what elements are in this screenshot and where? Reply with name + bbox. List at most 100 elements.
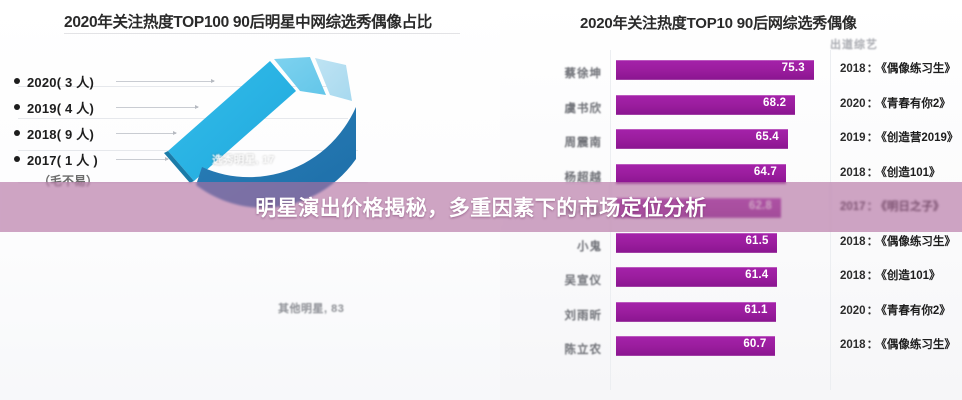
meta-separator: ： [866, 339, 879, 351]
debut-show: 《偶像练习生》 [881, 235, 956, 248]
bar-row-name: 吴宣仪 [564, 275, 602, 288]
bar-fill [616, 129, 788, 149]
bar-value-label: 61.5 [745, 234, 769, 247]
debut-show: 《青春有你2》 [881, 97, 951, 110]
bar-row-meta: 2018： 《创造101》 [840, 164, 941, 180]
bar-track: 60.7 [616, 336, 826, 356]
bar-fill [616, 94, 796, 115]
bar-row-name: 周震南 [564, 137, 602, 150]
bar-row-name: 陈立农 [564, 344, 602, 357]
debut-show: 《创造101》 [881, 270, 941, 282]
bar-value-label: 68.2 [763, 96, 787, 109]
debut-show: 《偶像练习生》 [881, 63, 956, 75]
bar-row: 吴宣仪 61.4 2018： 《创造101》 [500, 263, 962, 298]
legend-label: 2018( 9 人) [27, 126, 95, 142]
other-slice-label: 其他明星, 83 [278, 303, 345, 315]
bar-row: 虞书欣 68.2 2020： 《青春有你2》 [500, 91, 962, 126]
bar-track: 61.1 [616, 301, 826, 322]
bar-row: 陈立农 60.7 2018： 《偶像练习生》 [500, 332, 962, 367]
bar-track: 65.4 [616, 129, 826, 149]
title-underline [64, 33, 460, 34]
overlay-title-banner: 明星演出价格揭秘，多重因素下的市场定位分析 [0, 182, 962, 232]
bar-fill [616, 232, 778, 253]
bar-row-meta: 2019： 《创造营2019》 [840, 129, 958, 145]
debut-year: 2018 [840, 339, 866, 351]
left-chart-title: 2020年关注热度TOP100 90后明星中网综选秀偶像占比 [64, 14, 432, 31]
bar-row-meta: 2018： 《偶像练习生》 [840, 336, 956, 352]
meta-separator: ： [866, 132, 879, 144]
overlay-title-text: 明星演出价格揭秘，多重因素下的市场定位分析 [255, 197, 707, 220]
slice-2018-edge [164, 151, 194, 183]
debut-year: 2018 [840, 166, 866, 179]
leader-line [116, 157, 169, 161]
guide-line [18, 118, 348, 119]
right-chart-title: 2020年关注热度TOP10 90后网综选秀偶像 [580, 15, 857, 32]
legend-label: 2017( 1 人 ) [27, 152, 98, 168]
legend-item-2019: 2019( 4 人) [14, 94, 164, 120]
leader-line [116, 131, 177, 135]
debut-show: 《创造营2019》 [881, 132, 959, 144]
debut-year: 2018 [840, 270, 866, 282]
debut-year: 2018 [840, 235, 866, 248]
bar-row: 蔡徐坤 75.3 2018： 《偶像练习生》 [500, 56, 962, 91]
bar-value-label: 75.3 [781, 62, 805, 74]
column-header-label: 出道综艺 [830, 39, 878, 51]
debut-year: 2020 [840, 304, 866, 317]
bar-row-meta: 2018： 《创造101》 [840, 267, 941, 283]
slice-value-label: 选秀明星, 17 [212, 154, 275, 166]
legend-label: 2019( 4 人) [27, 100, 95, 116]
bar-row: 刘雨昕 61.1 2020： 《青春有你2》 [500, 298, 962, 333]
debut-year: 2019 [840, 132, 866, 144]
slice-2020 [315, 58, 352, 101]
bar-fill [616, 163, 786, 184]
legend-bullet-icon [14, 104, 20, 110]
leader-line [116, 105, 199, 109]
bar-value-label: 61.1 [744, 303, 768, 316]
legend-item-2018: 2018( 9 人) [14, 120, 164, 146]
bar-track: 64.7 [616, 163, 826, 184]
bar-row: 杨超越 64.7 2018： 《创造101》 [500, 160, 962, 195]
legend-bullet-icon [14, 156, 20, 162]
bar-row-name: 小鬼 [577, 240, 602, 253]
bar-fill [616, 301, 777, 322]
bar-row-meta: 2018： 《偶像练习生》 [840, 60, 956, 76]
bar-row-meta: 2020： 《青春有你2》 [840, 95, 951, 111]
bar-row-name: 杨超越 [564, 171, 602, 184]
bar-row-meta: 2020： 《青春有你2》 [840, 302, 951, 318]
bar-row: 周震南 65.4 2019： 《创造营2019》 [500, 125, 962, 160]
bar-track: 75.3 [616, 60, 826, 80]
bar-value-label: 60.7 [743, 338, 767, 350]
bar-fill [616, 267, 778, 287]
legend-bullet-icon [14, 130, 20, 136]
debut-show: 《青春有你2》 [881, 304, 951, 317]
debut-show: 《创造101》 [881, 166, 941, 179]
bar-value-label: 64.7 [753, 165, 778, 178]
debut-year: 2018 [840, 63, 866, 75]
meta-separator: ： [866, 166, 879, 179]
slice-2018 [168, 61, 296, 181]
debut-show: 《偶像练习生》 [881, 339, 956, 351]
bar-row-name: 虞书欣 [564, 102, 602, 115]
legend-bullet-icon [14, 78, 20, 84]
bar-row-name: 刘雨昕 [564, 309, 602, 322]
bar-value-label: 61.4 [745, 269, 769, 281]
bar-fill [616, 336, 776, 356]
bar-row: 小鬼 61.5 2018： 《偶像练习生》 [500, 229, 962, 264]
slice-2019 [274, 57, 326, 95]
meta-separator: ： [866, 97, 879, 110]
bar-fill [616, 60, 814, 80]
bar-track: 68.2 [616, 94, 826, 115]
legend-item-2017: 2017( 1 人 ) [14, 146, 164, 172]
legend-item-2020: 2020( 3 人) [14, 68, 164, 94]
bar-track: 61.5 [616, 232, 826, 253]
debut-year: 2020 [840, 97, 866, 110]
meta-separator: ： [866, 270, 879, 282]
left-chart-legend: 2020( 3 人) 2019( 4 人) 2018( 9 人) 2017( 1… [14, 68, 164, 189]
bar-value-label: 65.4 [755, 131, 779, 143]
leader-line [116, 79, 215, 83]
legend-label: 2020( 3 人) [27, 74, 95, 90]
meta-separator: ： [866, 304, 879, 317]
bar-row-name: 蔡徐坤 [564, 68, 602, 81]
bar-row-meta: 2018： 《偶像练习生》 [840, 233, 956, 249]
